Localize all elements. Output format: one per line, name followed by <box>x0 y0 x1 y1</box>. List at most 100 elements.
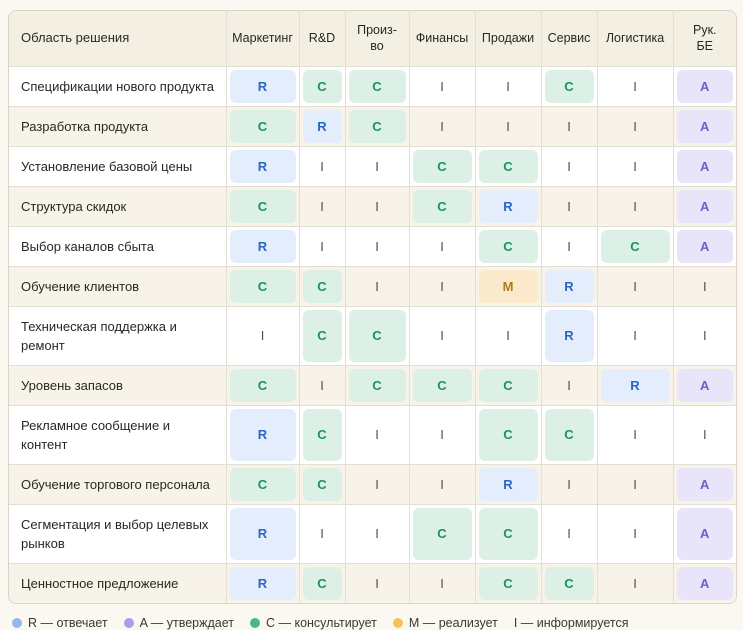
raci-cell-A: A <box>673 226 736 267</box>
raci-table: Область решения Маркетинг R&D Произ- во Фин… <box>9 11 736 603</box>
raci-cell-I: I <box>597 504 674 564</box>
raci-cell-C: C <box>226 106 300 147</box>
raci-cell-R: R <box>226 563 300 603</box>
legend-label: I — информируется <box>513 615 629 630</box>
legend-dot-M <box>392 617 403 628</box>
raci-badge-M: M <box>478 269 538 303</box>
raci-badge-I: I <box>633 575 637 591</box>
raci-cell-I: I <box>597 66 674 107</box>
raci-cell-I: I <box>299 226 346 267</box>
raci-cell-I: I <box>541 106 598 147</box>
raci-cell-R: R <box>541 266 598 307</box>
raci-badge-I: I <box>633 476 637 492</box>
row-label: Структура скидок <box>9 186 227 227</box>
table-row: Ценностное предложение R C I I C C I A <box>9 563 736 603</box>
raci-cell-C: C <box>345 106 410 147</box>
raci-cell-I: I <box>673 306 736 366</box>
row-label: Техническая поддержка и ремонт <box>9 306 227 366</box>
raci-cell-I: I <box>597 563 674 603</box>
raci-cell-R: R <box>226 405 300 465</box>
raci-cell-I: I <box>597 306 674 366</box>
legend-label: C — консультирует <box>265 615 377 630</box>
raci-badge-I: I <box>702 328 707 343</box>
raci-badge-I: I <box>702 427 707 442</box>
raci-badge-R: R <box>229 566 296 600</box>
legend-item-I: I — информируется <box>514 616 629 630</box>
raci-badge-R: R <box>229 229 296 263</box>
raci-badge-C: C <box>302 408 342 461</box>
row-label: Выбор каналов сбыта <box>9 226 227 267</box>
raci-badge-I: I <box>375 158 379 174</box>
raci-badge-A: A <box>676 467 733 501</box>
raci-cell-C: C <box>345 365 410 406</box>
column-header-5: Продажи <box>475 11 542 67</box>
raci-cell-I: I <box>597 405 674 465</box>
raci-badge-C: C <box>302 309 342 362</box>
raci-badge-C: C <box>478 566 538 600</box>
raci-badge-C: C <box>544 408 594 461</box>
raci-badge-C: C <box>478 507 538 560</box>
raci-badge-I: I <box>567 476 571 492</box>
raci-cell-I: I <box>345 563 410 603</box>
raci-badge-I: I <box>633 278 637 294</box>
raci-badge-I: I <box>567 118 571 134</box>
raci-badge-C: C <box>229 269 296 303</box>
raci-cell-R: R <box>226 226 300 267</box>
row-label: Разработка продукта <box>9 106 227 147</box>
raci-badge-I: I <box>440 118 444 134</box>
raci-cell-I: I <box>541 464 598 505</box>
raci-badge-C: C <box>412 368 472 402</box>
row-label: Рекламное сообщение и контент <box>9 405 227 465</box>
raci-cell-R: R <box>475 464 542 505</box>
raci-badge-R: R <box>302 109 342 143</box>
raci-cell-I: I <box>409 563 476 603</box>
raci-badge-I: I <box>440 328 444 343</box>
raci-badge-C: C <box>229 467 296 501</box>
raci-cell-I: I <box>541 226 598 267</box>
raci-badge-C: C <box>478 368 538 402</box>
raci-badge-C: C <box>478 408 538 461</box>
raci-cell-I: I <box>226 306 300 366</box>
raci-cell-C: C <box>226 365 300 406</box>
legend-item-M: M — реализует <box>392 616 498 630</box>
raci-cell-I: I <box>475 306 542 366</box>
raci-cell-I: I <box>541 186 598 227</box>
legend: R — отвечает A — утверждает C — консультир… <box>12 616 735 630</box>
raci-badge-A: A <box>676 69 733 103</box>
raci-badge-I: I <box>440 476 444 492</box>
raci-badge-I: I <box>320 158 324 174</box>
raci-cell-C: C <box>226 266 300 307</box>
row-label: Сегментация и выбор целевых рынков <box>9 504 227 564</box>
raci-badge-I: I <box>567 526 571 541</box>
raci-cell-I: I <box>673 405 736 465</box>
raci-cell-C: C <box>299 405 346 465</box>
raci-cell-I: I <box>409 266 476 307</box>
legend-item-A: A — утверждает <box>123 616 234 630</box>
raci-badge-I: I <box>567 238 571 254</box>
raci-cell-C: C <box>475 405 542 465</box>
raci-badge-I: I <box>320 377 324 393</box>
raci-cell-I: I <box>409 66 476 107</box>
raci-badge-C: C <box>348 109 406 143</box>
raci-badge-C: C <box>302 566 342 600</box>
raci-cell-I: I <box>299 146 346 187</box>
raci-badge-C: C <box>412 507 472 560</box>
raci-badge-R: R <box>600 368 670 402</box>
raci-badge-I: I <box>440 78 444 94</box>
raci-cell-A: A <box>673 186 736 227</box>
raci-badge-I: I <box>440 427 444 442</box>
table-row: Установление базовой цены R I I C C I I A <box>9 146 736 187</box>
row-label: Установление базовой цены <box>9 146 227 187</box>
raci-cell-I: I <box>409 306 476 366</box>
raci-cell-I: I <box>299 504 346 564</box>
column-header-8: Рук. БЕ <box>673 11 736 67</box>
raci-cell-A: A <box>673 504 736 564</box>
raci-badge-C: C <box>229 109 296 143</box>
raci-badge-I: I <box>375 575 379 591</box>
raci-cell-M: M <box>475 266 542 307</box>
raci-badge-I: I <box>633 118 637 134</box>
raci-cell-C: C <box>475 563 542 603</box>
raci-badge-I: I <box>375 238 379 254</box>
raci-badge-I: I <box>567 377 571 393</box>
